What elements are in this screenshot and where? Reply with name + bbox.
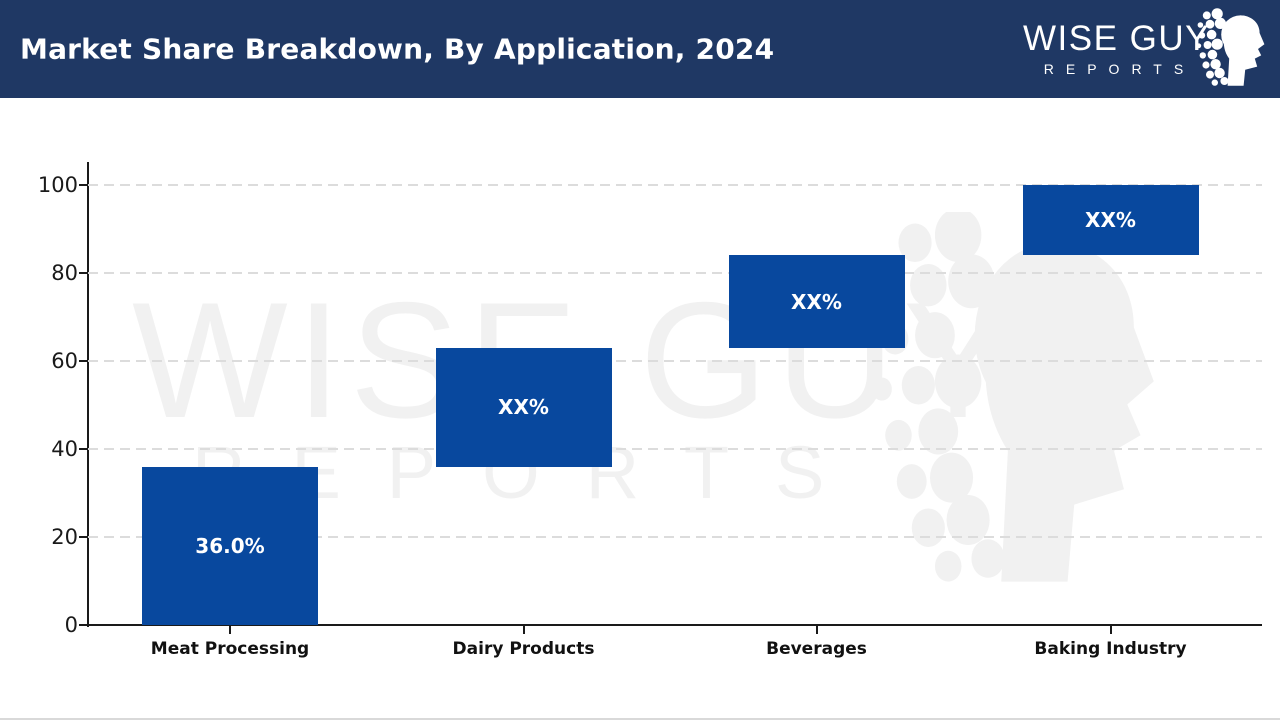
gridline-40 [88, 448, 1262, 450]
bar-value-label-dairy-products: XX% [498, 395, 549, 420]
bottom-hairline [0, 718, 1280, 720]
x-tick-mark-beverages [815, 626, 818, 634]
x-tick-mark-dairy-products [522, 626, 525, 634]
y-tick-mark-40 [79, 448, 88, 450]
bar-dairy-products: XX% [435, 347, 612, 467]
page-title: Market Share Breakdown, By Application, … [20, 32, 775, 66]
bar-meat-processing: 36.0% [142, 466, 318, 625]
bar-beverages: XX% [728, 255, 905, 348]
bar-value-label-meat-processing: 36.0% [195, 533, 265, 558]
gridline-80 [88, 272, 1262, 274]
gridline-60 [88, 360, 1262, 362]
y-tick-mark-60 [79, 360, 88, 362]
y-tick-label-80: 80 [51, 261, 78, 285]
y-axis-line [87, 162, 89, 627]
logo-head-icon [1196, 8, 1265, 86]
y-tick-label-20: 20 [51, 525, 78, 549]
y-tick-label-0: 0 [64, 613, 78, 637]
gridline-20 [88, 536, 1262, 538]
x-tick-mark-meat-processing [229, 626, 231, 634]
y-tick-mark-0 [79, 624, 88, 626]
bar-value-label-beverages: XX% [791, 289, 842, 314]
category-label-dairy-products: Dairy Products [452, 639, 595, 659]
category-label-baking-industry: Baking Industry [1034, 639, 1187, 659]
bar-value-label-baking-industry: XX% [1085, 208, 1136, 233]
logo-name: WISE GUY [1022, 19, 1210, 58]
gridline-100 [88, 184, 1262, 186]
y-tick-mark-100 [79, 184, 88, 186]
x-axis-line [87, 624, 1262, 626]
x-tick-mark-baking-industry [1109, 626, 1112, 634]
y-tick-label-40: 40 [51, 437, 78, 461]
logo-subtitle: REPORTS [1043, 61, 1196, 77]
category-label-meat-processing: Meat Processing [150, 639, 310, 659]
wise-guy-logo: WISE GUY REPORTS [1023, 4, 1270, 94]
category-label-beverages: Beverages [766, 639, 867, 659]
y-tick-mark-20 [79, 536, 88, 538]
bar-baking-industry: XX% [1022, 185, 1199, 256]
header-bar: Market Share Breakdown, By Application, … [0, 0, 1280, 98]
logo-text: WISE GUY REPORTS [1023, 21, 1210, 77]
y-tick-label-60: 60 [51, 349, 78, 373]
y-tick-label-100: 100 [37, 173, 78, 197]
y-tick-mark-80 [79, 272, 88, 274]
